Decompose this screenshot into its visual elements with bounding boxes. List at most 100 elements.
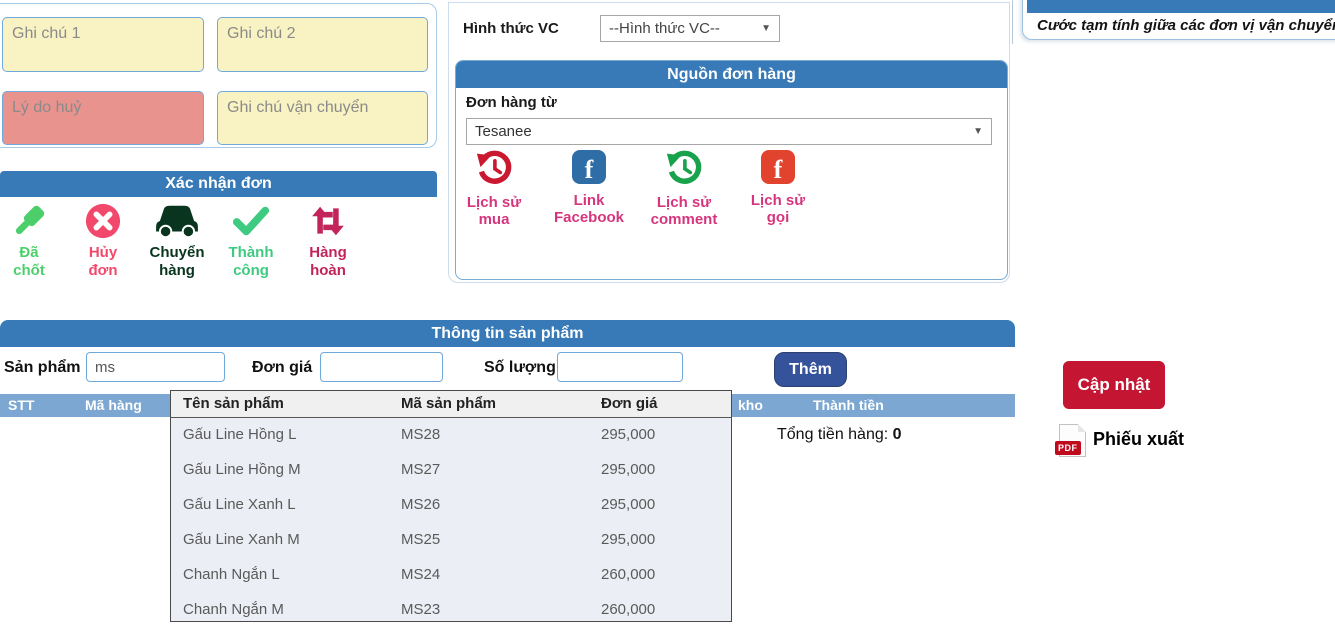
car-icon (140, 202, 214, 240)
confirm-label: Hàng (309, 244, 347, 261)
caret-down-icon: ▼ (761, 23, 771, 34)
ac-item-name: Chanh Ngắn M (183, 601, 284, 618)
autocomplete-header: Tên sản phẩm Mã sản phẩm Đơn giá (171, 391, 731, 418)
ac-item-code: MS26 (401, 496, 441, 513)
cancel-reason-textarea[interactable] (2, 91, 204, 145)
products-section-title: Thông tin sản phẩm (0, 320, 1015, 347)
autocomplete-item[interactable]: Chanh Ngắn M MS23 260,000 (171, 593, 731, 626)
history-icon (638, 150, 730, 186)
source-link-label: Facebook (553, 209, 625, 226)
order-total-label: Tổng tiền hàng: (777, 426, 893, 443)
comment-history-link[interactable]: Lịch sử comment (638, 150, 730, 228)
order-total: Tổng tiền hàng: 0 (777, 426, 902, 444)
pdf-badge: PDF (1055, 441, 1081, 455)
quantity-input[interactable] (557, 352, 683, 382)
ac-item-code: MS23 (401, 601, 441, 618)
shipping-source-box (448, 2, 1010, 283)
facebook-icon: f (572, 150, 606, 184)
ac-col-code: Mã sản phẩm (401, 395, 497, 412)
unit-price-input[interactable] (320, 352, 443, 382)
shipping-estimate-note: Cước tạm tính giữa các đơn vị vận chuyển (1037, 17, 1335, 34)
confirm-action-ship[interactable]: Chuyển hàng (140, 202, 214, 280)
ac-item-price: 295,000 (601, 461, 656, 478)
autocomplete-item[interactable]: Gấu Line Xanh L MS26 295,000 (171, 488, 731, 522)
confirm-action-closed[interactable]: Đã chốt (0, 202, 66, 280)
note1-textarea[interactable] (2, 17, 204, 72)
exchange-arrows-icon (291, 202, 365, 240)
unit-price-label: Đơn giá (252, 359, 313, 376)
autocomplete-item[interactable]: Gấu Line Hồng M MS27 295,000 (171, 453, 731, 487)
order-from-label: Đơn hàng từ (466, 94, 557, 111)
export-slip-link[interactable]: PDF Phiếu xuất (1055, 424, 1205, 460)
update-button[interactable]: Cập nhật (1063, 361, 1165, 409)
shipping-estimate-header (1027, 0, 1335, 13)
facebook-link[interactable]: f Link Facebook (543, 150, 635, 226)
confirm-label: Hủy (88, 244, 118, 261)
ac-item-code: MS25 (401, 531, 441, 548)
gavel-icon (0, 202, 66, 240)
confirm-label: Thành (228, 244, 274, 261)
confirm-label: chốt (13, 262, 45, 279)
confirm-action-cancel[interactable]: Hủy đơn (66, 202, 140, 280)
col-code: Mã hàng (85, 397, 142, 413)
col-stt: STT (8, 397, 35, 413)
order-total-value: 0 (892, 426, 902, 443)
col-amount: Thành tiền (813, 397, 884, 413)
quantity-label: Số lượng (484, 359, 556, 376)
check-icon (214, 202, 288, 240)
ac-col-price: Đơn giá (601, 395, 658, 412)
product-autocomplete-dropdown: Tên sản phẩm Mã sản phẩm Đơn giá Gấu Lin… (170, 390, 732, 622)
source-link-label: Lịch sử (656, 194, 712, 211)
shipping-note-textarea[interactable] (217, 91, 428, 145)
autocomplete-item[interactable]: Chanh Ngắn L MS24 260,000 (171, 558, 731, 592)
confirm-label: Chuyển (149, 244, 205, 261)
ac-item-price: 295,000 (601, 426, 656, 443)
ac-item-name: Gấu Line Hồng M (183, 461, 301, 478)
add-product-button[interactable]: Thêm (774, 352, 847, 387)
col-stock: kho (738, 397, 763, 413)
shipping-method-label: Hình thức VC (463, 20, 559, 37)
ac-item-code: MS24 (401, 566, 441, 583)
ac-item-price: 260,000 (601, 566, 656, 583)
ac-col-name: Tên sản phẩm (183, 395, 284, 412)
ac-item-price: 295,000 (601, 496, 656, 513)
order-source-panel: Nguồn đơn hàng (455, 60, 1008, 280)
source-link-label: comment (650, 211, 718, 228)
shipping-method-value: --Hình thức VC-- (609, 20, 720, 37)
confirm-action-success[interactable]: Thành công (214, 202, 288, 280)
confirm-label: hàng (159, 262, 195, 279)
facebook-icon: f (761, 150, 795, 184)
times-circle-icon (66, 202, 140, 240)
ac-item-name: Gấu Line Xanh L (183, 496, 296, 513)
confirm-label: hoàn (310, 262, 346, 279)
confirm-label: công (233, 262, 269, 279)
history-icon (448, 150, 540, 186)
export-slip-label: Phiếu xuất (1093, 429, 1185, 449)
ac-item-code: MS28 (401, 426, 441, 443)
order-from-value: Tesanee (475, 123, 532, 140)
autocomplete-item[interactable]: Gấu Line Hồng L MS28 295,000 (171, 418, 731, 452)
source-link-label: Lịch sử (750, 192, 806, 209)
ac-item-code: MS27 (401, 461, 441, 478)
panel-divider (1012, 0, 1013, 44)
product-search-input[interactable] (86, 352, 225, 382)
ac-item-price: 260,000 (601, 601, 656, 618)
confirm-action-return[interactable]: Hàng hoàn (291, 202, 365, 280)
notes-panel (0, 3, 437, 148)
source-link-label: mua (478, 211, 510, 228)
source-link-label: Lịch sử (466, 194, 522, 211)
source-link-label: Link (573, 192, 605, 209)
note2-textarea[interactable] (217, 17, 428, 72)
autocomplete-item[interactable]: Gấu Line Xanh M MS25 295,000 (171, 523, 731, 557)
order-from-select[interactable]: Tesanee ▼ (466, 118, 992, 145)
product-label: Sản phẩm (4, 359, 81, 376)
ac-item-name: Chanh Ngắn L (183, 566, 280, 583)
ac-item-price: 295,000 (601, 531, 656, 548)
shipping-method-select[interactable]: --Hình thức VC-- ▼ (600, 15, 780, 42)
purchase-history-link[interactable]: Lịch sử mua (448, 150, 540, 228)
source-link-label: gọi (766, 209, 790, 226)
ac-item-name: Gấu Line Xanh M (183, 531, 300, 548)
call-history-link[interactable]: f Lịch sử gọi (732, 150, 824, 226)
order-source-title: Nguồn đơn hàng (456, 61, 1007, 88)
